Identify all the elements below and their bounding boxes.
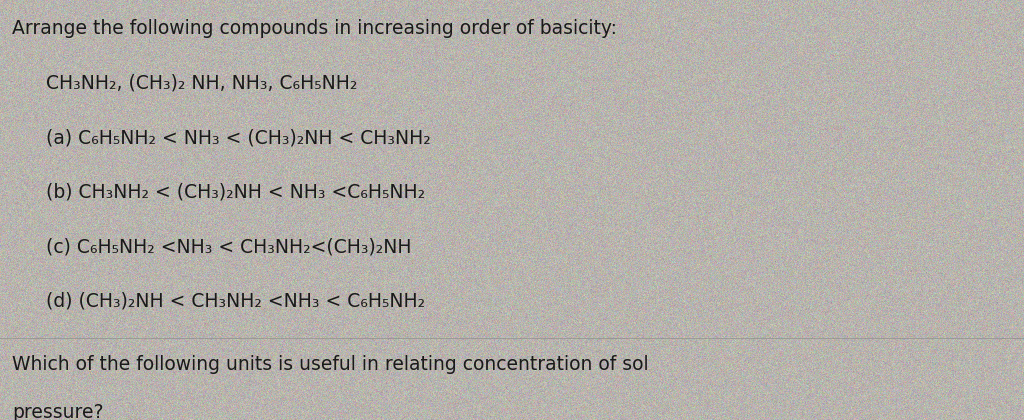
Text: Arrange the following compounds in increasing order of basicity:: Arrange the following compounds in incre… (12, 19, 617, 38)
Text: pressure?: pressure? (12, 403, 103, 420)
Text: (d) (CH₃)₂NH < CH₃NH₂ <NH₃ < C₆H₅NH₂: (d) (CH₃)₂NH < CH₃NH₂ <NH₃ < C₆H₅NH₂ (46, 292, 425, 311)
Text: (c) C₆H₅NH₂ <NH₃ < CH₃NH₂<(CH₃)₂NH: (c) C₆H₅NH₂ <NH₃ < CH₃NH₂<(CH₃)₂NH (46, 237, 412, 256)
Text: Which of the following units is useful in relating concentration of sol: Which of the following units is useful i… (12, 355, 649, 374)
Text: (a) C₆H₅NH₂ < NH₃ < (CH₃)₂NH < CH₃NH₂: (a) C₆H₅NH₂ < NH₃ < (CH₃)₂NH < CH₃NH₂ (46, 128, 431, 147)
Text: CH₃NH₂, (CH₃)₂ NH, NH₃, C₆H₅NH₂: CH₃NH₂, (CH₃)₂ NH, NH₃, C₆H₅NH₂ (46, 74, 357, 92)
Text: (b) CH₃NH₂ < (CH₃)₂NH < NH₃ <C₆H₅NH₂: (b) CH₃NH₂ < (CH₃)₂NH < NH₃ <C₆H₅NH₂ (46, 183, 425, 202)
